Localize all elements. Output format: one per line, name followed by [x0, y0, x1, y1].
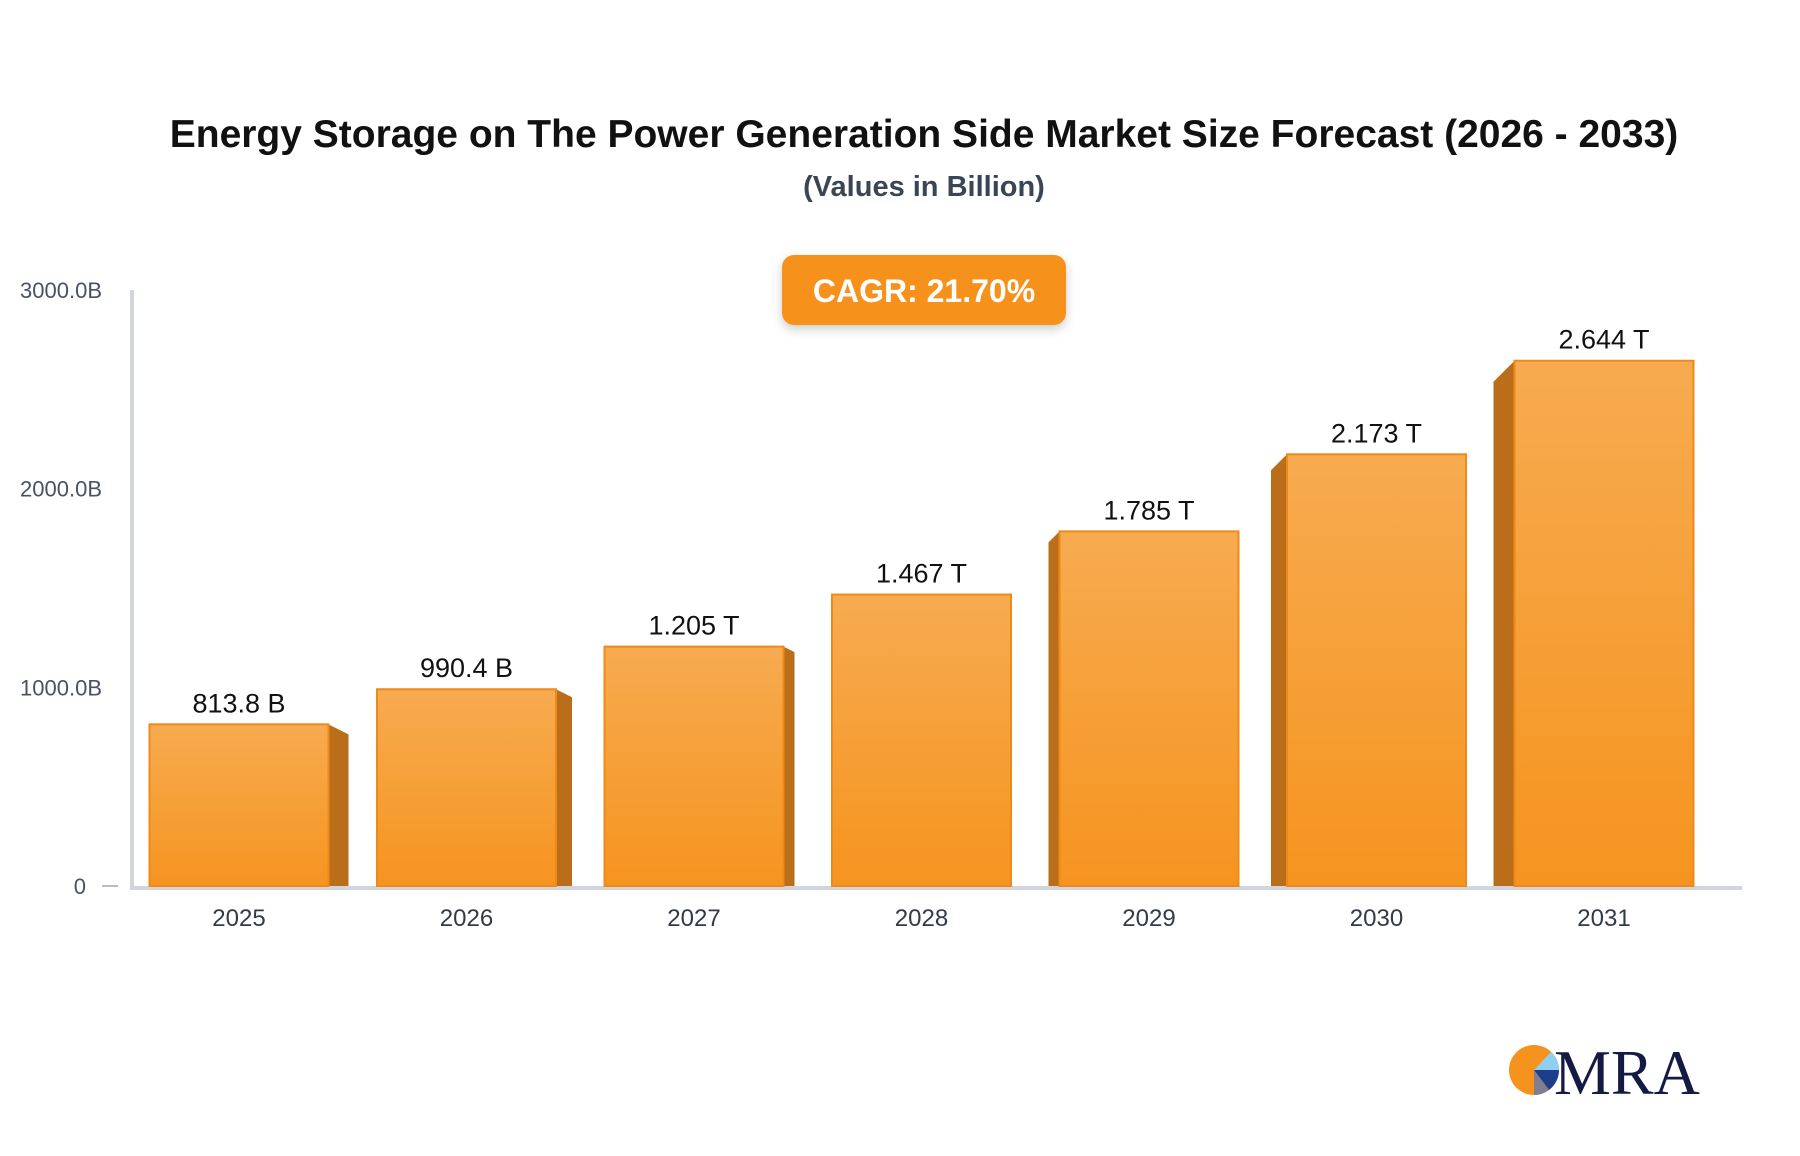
- x-tick-label: 2030: [1350, 905, 1403, 932]
- value-label: 990.4 B: [420, 653, 513, 683]
- bar-2030: 2.173 T 2030: [1271, 418, 1467, 932]
- cagr-badge: CAGR: 21.70%: [782, 255, 1066, 325]
- y-tick-label: 1000.0B: [20, 675, 102, 700]
- bar-2025: 813.8 B 2025: [148, 688, 349, 932]
- value-label: 1.785 T: [1103, 495, 1194, 525]
- y-tick-label: 2000.0B: [20, 477, 102, 502]
- x-tick-label: 2026: [440, 905, 493, 932]
- x-tick-label: 2031: [1577, 905, 1630, 932]
- bar-front: [1058, 530, 1240, 887]
- bar-2028: 1.467 T 2028: [831, 559, 1012, 932]
- bar-side: [1271, 454, 1287, 886]
- chart-title: Energy Storage on The Power Generation S…: [170, 113, 1679, 156]
- value-label: 2.644 T: [1558, 325, 1649, 355]
- value-label: 1.205 T: [648, 611, 739, 641]
- x-tick-label: 2025: [212, 905, 265, 932]
- x-tick-label: 2027: [667, 905, 720, 932]
- bar-front: [831, 593, 1012, 888]
- bar-2027: 1.205 T 2027: [603, 611, 795, 932]
- bar-side: [1048, 531, 1060, 886]
- value-label: 2.173 T: [1331, 418, 1422, 448]
- x-tick-label: 2029: [1122, 905, 1175, 932]
- bar-front: [1513, 359, 1695, 887]
- bar-front: [148, 723, 330, 887]
- y-tick-label: 0: [74, 874, 86, 899]
- bar-front: [376, 688, 557, 887]
- value-label: 813.8 B: [192, 688, 285, 718]
- bar-side: [1493, 360, 1515, 886]
- axes: [102, 290, 1742, 890]
- bar-2026: 990.4 B 2026: [376, 653, 572, 932]
- cagr-badge-bg: [782, 255, 1066, 325]
- bar-side: [556, 689, 572, 886]
- bar-front: [1286, 453, 1467, 887]
- chart-subtitle: (Values in Billion): [803, 171, 1045, 203]
- x-tick-label: 2028: [895, 905, 948, 932]
- bar-2031: 2.644 T 2031: [1493, 325, 1695, 932]
- mra-logo: MRA: [1509, 1037, 1700, 1108]
- y-tick-label: 3000.0B: [20, 278, 102, 303]
- bar-side: [328, 724, 349, 886]
- bar-2029: 1.785 T 2029: [1048, 495, 1240, 932]
- value-label: 1.467 T: [876, 559, 967, 589]
- logo-text: MRA: [1554, 1037, 1700, 1108]
- bar-side: [783, 646, 795, 886]
- bar-front: [603, 645, 785, 888]
- cagr-text: CAGR: 21.70%: [813, 273, 1035, 309]
